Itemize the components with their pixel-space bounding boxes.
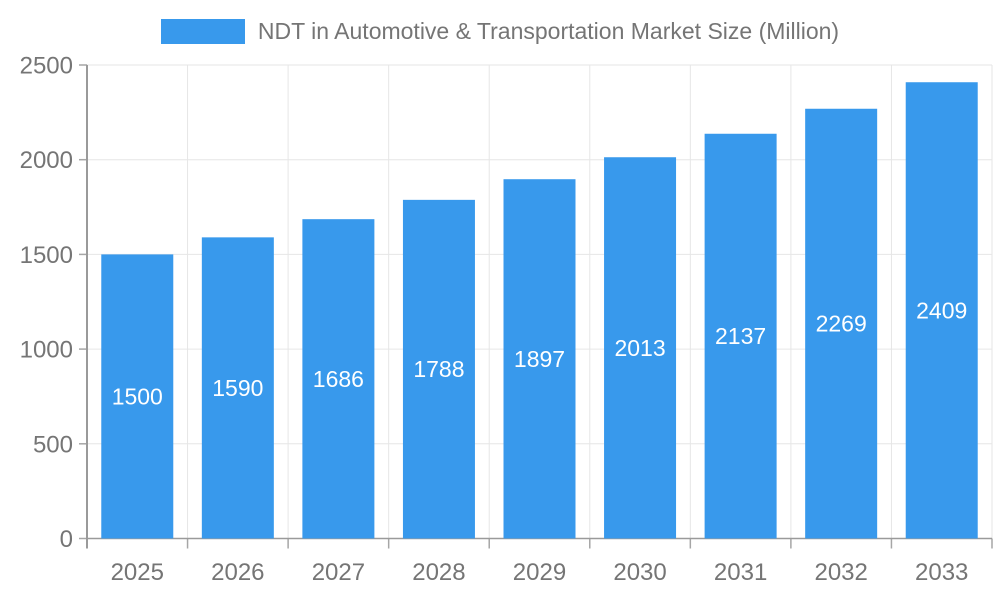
y-tick-label: 1500 bbox=[20, 242, 73, 269]
bar[interactable] bbox=[805, 108, 878, 539]
x-tick-label: 2026 bbox=[211, 559, 264, 586]
x-tick-label: 2028 bbox=[412, 559, 465, 586]
bar[interactable] bbox=[503, 179, 576, 539]
x-tick-label: 2031 bbox=[714, 559, 767, 586]
legend-swatch bbox=[160, 18, 245, 44]
bar-value-label: 2013 bbox=[614, 335, 665, 361]
y-tick-label: 0 bbox=[60, 526, 73, 553]
y-tick-label: 2500 bbox=[20, 53, 73, 80]
bar-value-label: 2409 bbox=[916, 297, 967, 323]
legend-label: NDT in Automotive & Transportation Marke… bbox=[257, 17, 840, 44]
bar[interactable] bbox=[302, 219, 375, 539]
y-tick-label: 2000 bbox=[20, 147, 73, 174]
x-tick-label: 2025 bbox=[111, 559, 164, 586]
x-tick-label: 2027 bbox=[312, 559, 365, 586]
x-tick-label: 2033 bbox=[915, 559, 968, 586]
bar-value-label: 2269 bbox=[816, 311, 867, 337]
y-tick-label: 500 bbox=[33, 431, 73, 458]
bar[interactable] bbox=[402, 199, 475, 539]
bar-value-label: 1788 bbox=[413, 356, 464, 382]
bar[interactable] bbox=[905, 82, 978, 539]
y-tick-label: 1000 bbox=[20, 337, 73, 364]
x-tick-label: 2030 bbox=[613, 559, 666, 586]
bar[interactable] bbox=[604, 157, 677, 539]
legend-item[interactable]: NDT in Automotive & Transportation Marke… bbox=[0, 13, 1000, 49]
bar-value-label: 2137 bbox=[715, 323, 766, 349]
bar-value-label: 1500 bbox=[112, 383, 163, 409]
x-tick-label: 2032 bbox=[814, 559, 867, 586]
bar[interactable] bbox=[201, 237, 274, 539]
bar[interactable] bbox=[101, 254, 174, 539]
bar-value-label: 1686 bbox=[313, 366, 364, 392]
bar-value-label: 1590 bbox=[212, 375, 263, 401]
bar[interactable] bbox=[704, 133, 777, 539]
x-tick-label: 2029 bbox=[513, 559, 566, 586]
bar-value-label: 1897 bbox=[514, 346, 565, 372]
